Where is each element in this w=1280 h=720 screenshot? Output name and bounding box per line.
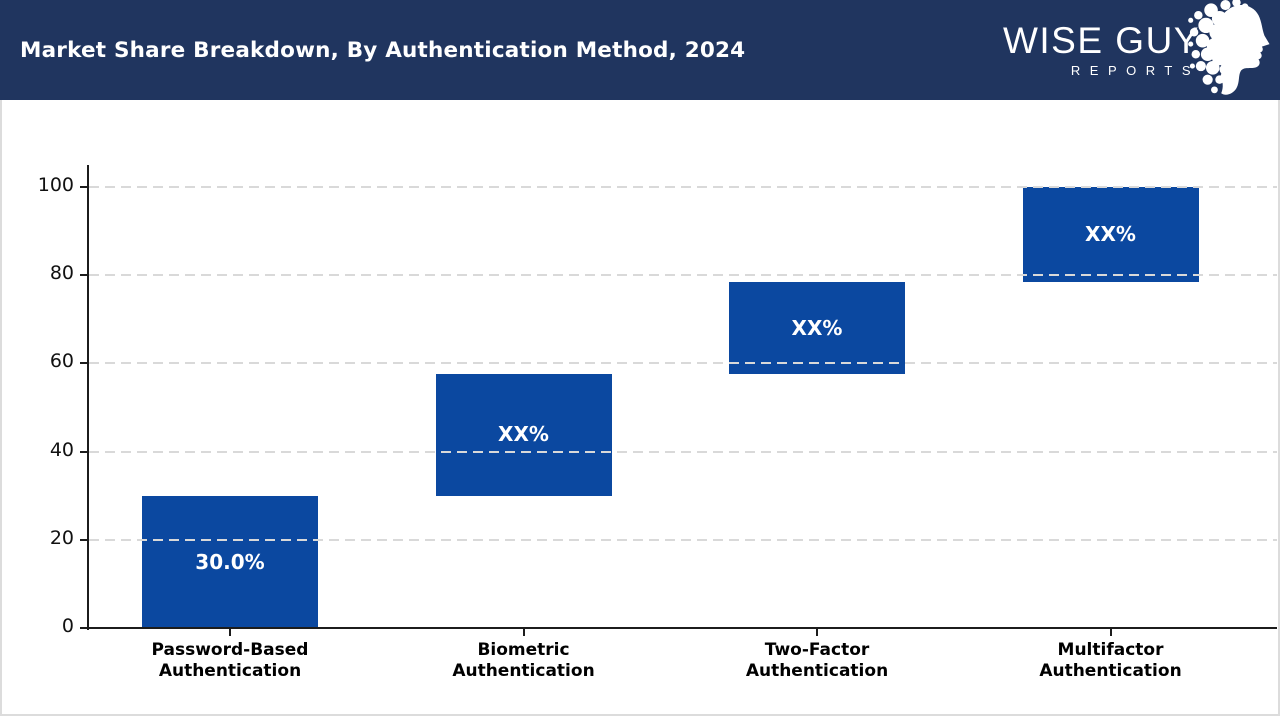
gridline — [89, 274, 1277, 277]
y-tick-label: 80 — [49, 262, 74, 285]
brand-name: WISE GUY — [1002, 19, 1200, 61]
x-category-label-line: Biometric — [477, 640, 570, 660]
x-category-label-line: Password-Based — [151, 640, 309, 660]
y-axis-tick — [80, 274, 87, 277]
x-category-label-line: Authentication — [745, 661, 889, 681]
x-category-label: Two-Factor Authentication — [670, 640, 964, 682]
x-category-label-line: Authentication — [1039, 661, 1182, 681]
bar-segment — [142, 495, 318, 628]
brand-logo-text: WISE GUY REPORTS — [1002, 19, 1200, 79]
brand-subtitle: REPORTS — [1070, 63, 1200, 79]
page-title: Market Share Breakdown, By Authenticatio… — [20, 37, 746, 63]
y-tick-label: 40 — [49, 438, 74, 461]
x-category-label-line: Two-Factor — [764, 640, 870, 660]
y-axis-tick — [80, 186, 87, 188]
x-category-label: Password-Based Authentication — [83, 640, 377, 682]
y-axis-tick — [80, 450, 87, 453]
x-category-label-line: Authentication — [452, 661, 595, 681]
x-axis-tick — [1109, 629, 1112, 636]
y-tick-label: 100 — [37, 174, 74, 196]
bar-value-label: XX% — [498, 422, 549, 447]
y-axis-tick — [80, 362, 87, 365]
x-category-label-line: Multifactor — [1057, 640, 1164, 660]
bar-value-label: 30.0% — [195, 549, 265, 574]
gridline — [89, 186, 1277, 188]
gridline — [89, 362, 1277, 365]
bar-value-label: XX% — [1085, 222, 1136, 246]
bar-value-label: XX% — [791, 315, 843, 340]
x-axis-tick — [522, 629, 525, 636]
x-category-label-line: Authentication — [158, 661, 302, 681]
x-axis-line — [87, 627, 1277, 629]
bar-segment — [729, 281, 905, 375]
header-bar: Market Share Breakdown, By Authenticatio… — [0, 0, 1280, 100]
y-axis-tick — [80, 538, 87, 541]
gridline — [89, 450, 1277, 453]
x-axis-tick — [816, 629, 818, 636]
x-category-label: Biometric Authentication — [377, 640, 671, 682]
y-tick-label: 60 — [49, 350, 74, 373]
brand-logo: WISE GUY REPORTS — [1003, 0, 1272, 100]
y-axis-line — [87, 165, 89, 630]
bar-segment — [435, 374, 612, 496]
x-category-label: Multifactor Authentication — [964, 640, 1258, 682]
gridline — [89, 538, 1277, 541]
y-tick-label: 20 — [49, 526, 74, 549]
y-tick-label: 0 — [61, 615, 74, 637]
bar-segment — [1022, 187, 1199, 282]
x-axis-tick — [229, 629, 231, 636]
y-axis-tick — [80, 627, 87, 629]
